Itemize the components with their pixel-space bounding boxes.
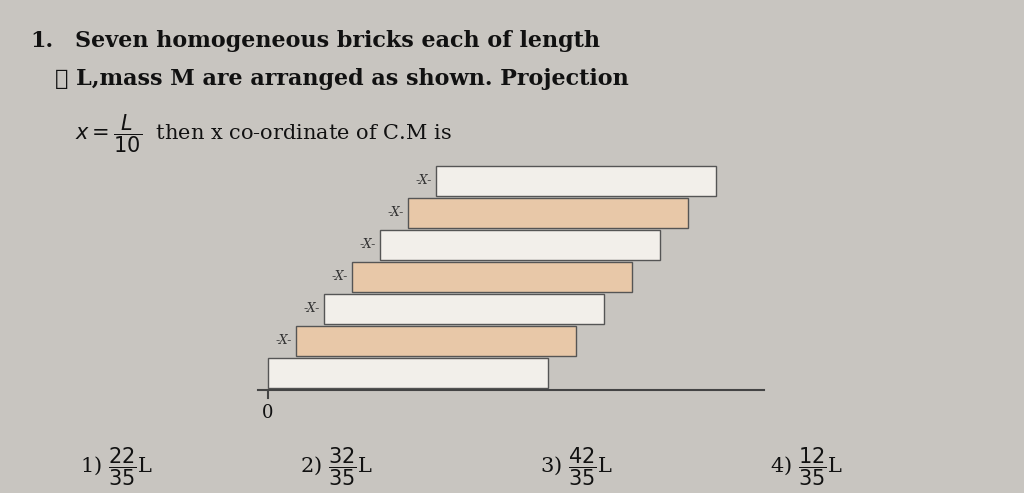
Bar (380, 230, 660, 260)
Text: -X-: -X- (359, 239, 376, 251)
Text: 4) $\dfrac{12}{35}$L: 4) $\dfrac{12}{35}$L (770, 445, 843, 488)
Bar (408, 198, 688, 228)
Text: -X-: -X- (388, 207, 404, 219)
Bar (324, 294, 604, 324)
Text: ✓ L,mass M are arranged as shown. Projection: ✓ L,mass M are arranged as shown. Projec… (55, 68, 629, 90)
Text: Seven homogeneous bricks each of length: Seven homogeneous bricks each of length (75, 30, 600, 52)
Text: 3) $\dfrac{42}{35}$L: 3) $\dfrac{42}{35}$L (540, 445, 612, 488)
Text: -X-: -X- (275, 334, 292, 348)
Text: 2) $\dfrac{32}{35}$L: 2) $\dfrac{32}{35}$L (300, 445, 373, 488)
Text: -X-: -X- (304, 303, 319, 316)
Text: -X-: -X- (416, 175, 432, 187)
Text: 1) $\dfrac{22}{35}$L: 1) $\dfrac{22}{35}$L (80, 445, 153, 488)
Text: -X-: -X- (332, 271, 348, 283)
Bar (352, 262, 632, 292)
Bar (296, 326, 575, 356)
Bar (268, 358, 548, 388)
Text: 0: 0 (262, 404, 273, 422)
Bar (436, 166, 716, 196)
Text: $x = \dfrac{L}{10}$  then x co-ordinate of C.M is: $x = \dfrac{L}{10}$ then x co-ordinate o… (75, 112, 452, 154)
Text: 1.: 1. (30, 30, 53, 52)
